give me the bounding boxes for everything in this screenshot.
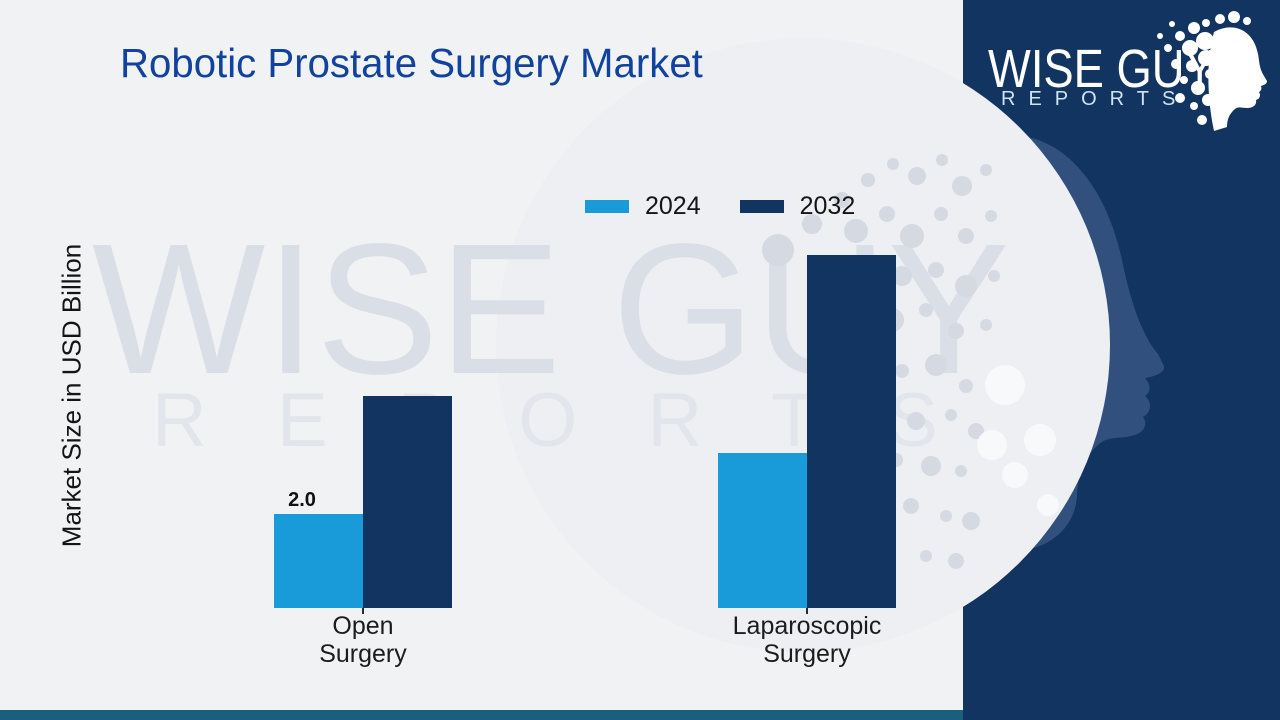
page-title: Robotic Prostate Surgery Market	[120, 40, 703, 86]
bar-2024-laparoscopic-surgery	[718, 453, 807, 608]
bar-2024-open-surgery	[274, 514, 363, 608]
bar-2032-open-surgery	[363, 396, 452, 608]
circle-highlight-dots	[977, 365, 1059, 516]
brand-face-icon	[1157, 11, 1267, 131]
bar-value-label: 2.0	[288, 489, 316, 511]
brand-reports-label: REPORTS	[1001, 88, 1189, 110]
chart-legend: 2024 2032	[585, 192, 856, 221]
legend-item-2024: 2024	[585, 192, 701, 221]
brand-wordmark: WISE GUY	[988, 39, 1215, 99]
y-axis-label: Market Size in USD Billion	[56, 243, 87, 548]
x-axis-tick	[806, 608, 808, 614]
bar-2032-laparoscopic-surgery	[807, 255, 896, 608]
x-category-label: Laparoscopic Surgery	[732, 612, 882, 668]
footer-bar	[0, 710, 963, 720]
x-axis-tick	[362, 608, 364, 614]
legend-item-2032: 2032	[739, 192, 856, 221]
legend-swatch	[739, 200, 784, 213]
legend-swatch	[585, 200, 629, 213]
x-category-label: Open Surgery	[319, 612, 407, 668]
legend-label: 2032	[799, 192, 856, 220]
legend-label: 2024	[645, 192, 701, 220]
